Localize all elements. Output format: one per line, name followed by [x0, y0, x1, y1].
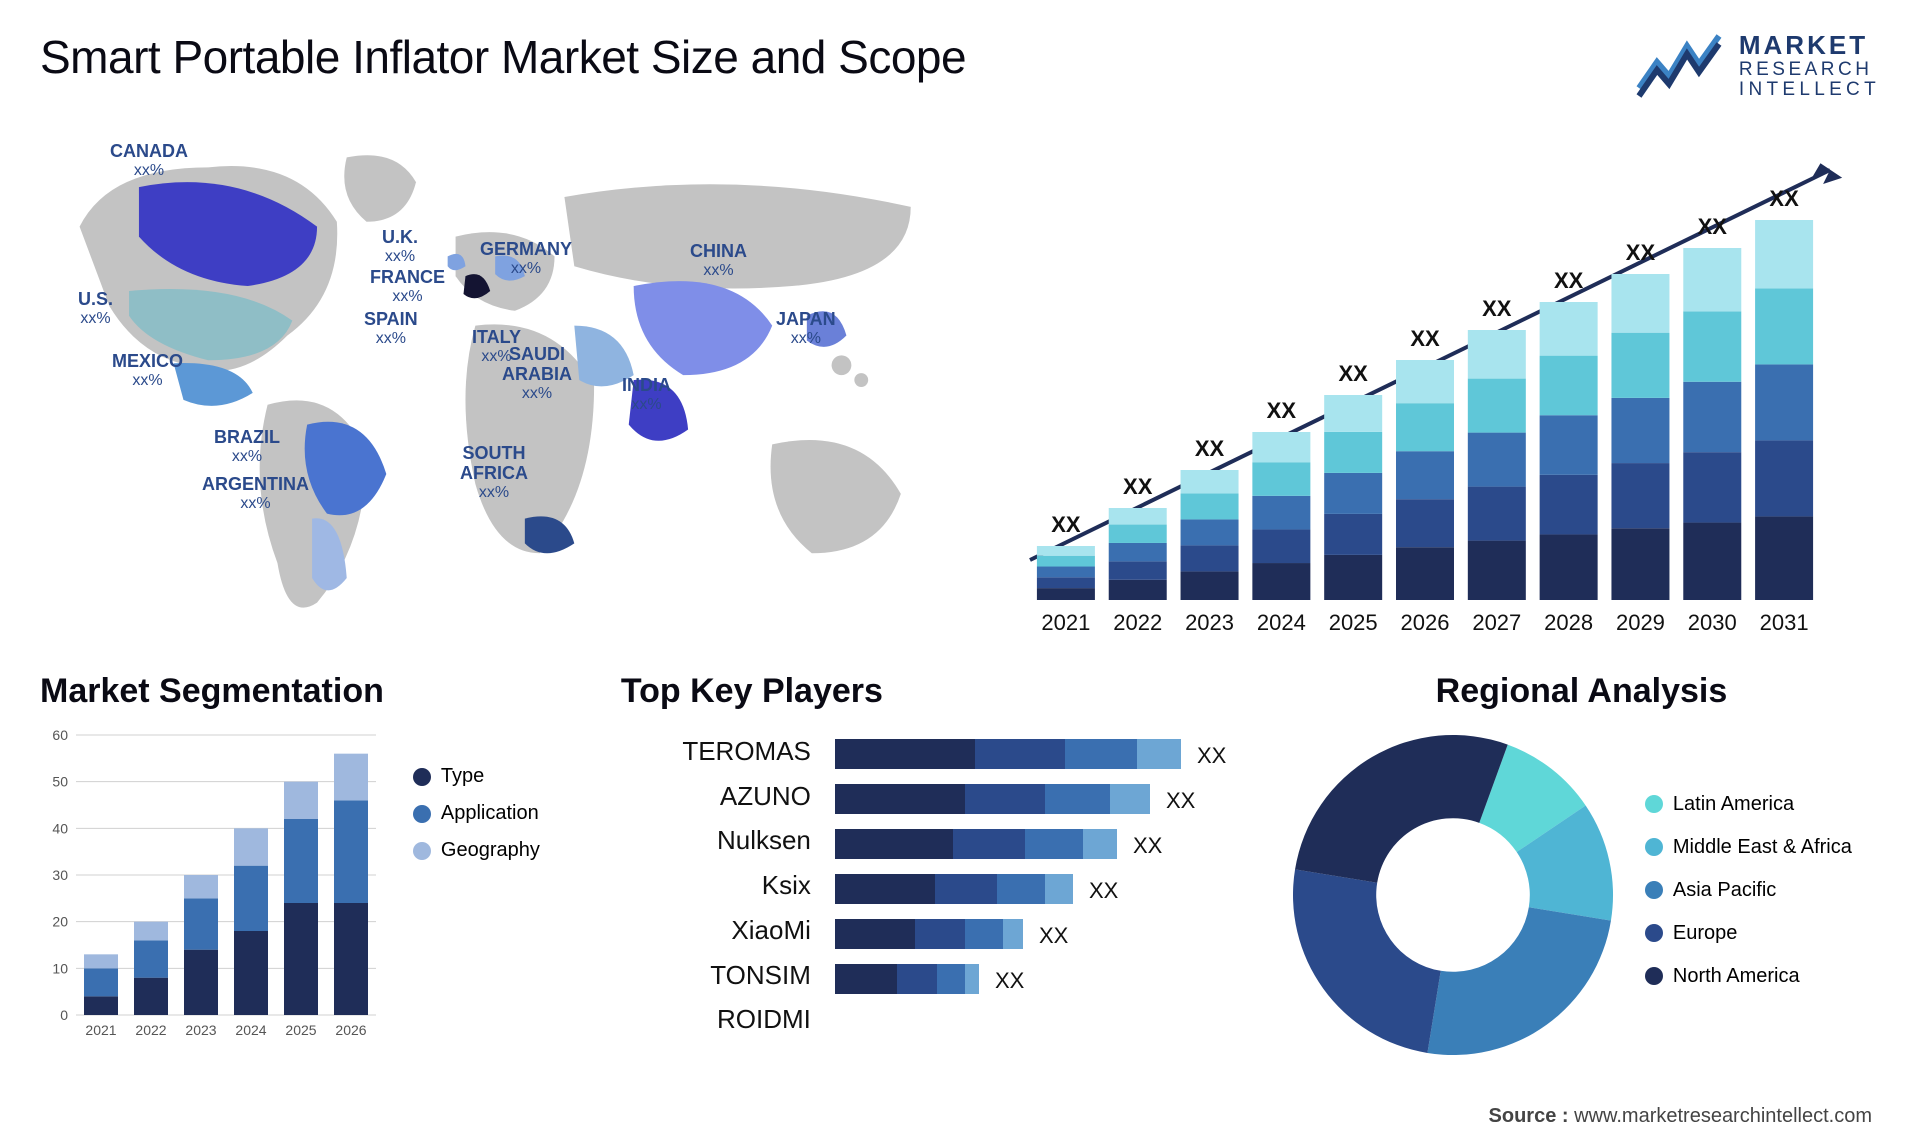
svg-text:30: 30 — [52, 867, 68, 883]
segmentation-title: Market Segmentation — [40, 672, 593, 711]
svg-text:2023: 2023 — [185, 1022, 216, 1038]
key-players-section: Top Key Players TEROMASAZUNONulksenKsixX… — [621, 672, 1255, 1072]
regional-legend-item: North America — [1645, 965, 1880, 988]
svg-text:40: 40 — [52, 820, 68, 836]
svg-text:20: 20 — [52, 914, 68, 930]
svg-text:2029: 2029 — [1616, 610, 1665, 635]
svg-text:XX: XX — [1482, 296, 1512, 321]
svg-text:XX: XX — [1197, 743, 1227, 768]
map-label-germany: GERMANYxx% — [480, 240, 572, 277]
map-label-india: INDIAxx% — [622, 376, 671, 413]
logo-text-1: MARKET — [1739, 32, 1880, 59]
player-name: Ksix — [621, 863, 811, 908]
map-label-south-africa: SOUTHAFRICAxx% — [460, 444, 528, 501]
svg-text:10: 10 — [52, 960, 68, 976]
segmentation-legend-item: Application — [413, 802, 593, 825]
svg-text:2026: 2026 — [1401, 610, 1450, 635]
regional-legend: Latin America Middle East & Africa Asia Pa… — [1645, 783, 1880, 1008]
svg-text:XX: XX — [1267, 398, 1297, 423]
svg-text:XX: XX — [1133, 833, 1163, 858]
svg-text:XX: XX — [1123, 474, 1153, 499]
svg-text:2022: 2022 — [135, 1022, 166, 1038]
svg-text:XX: XX — [1410, 326, 1440, 351]
map-label-brazil: BRAZILxx% — [214, 428, 280, 465]
svg-text:2024: 2024 — [235, 1022, 266, 1038]
logo-icon — [1635, 30, 1725, 102]
svg-text:0: 0 — [60, 1007, 68, 1023]
regional-donut-chart — [1283, 725, 1623, 1065]
map-label-mexico: MEXICOxx% — [112, 352, 183, 389]
key-players-list: TEROMASAZUNONulksenKsixXiaoMiTONSIMROIDM… — [621, 725, 811, 1058]
svg-text:XX: XX — [995, 968, 1025, 993]
growth-chart-panel: XX 2021 XX 2022 XX 2023 XX 2024 XX 2025 XX 2026 XX 20… — [1000, 120, 1880, 650]
logo-text-3: INTELLECT — [1739, 80, 1880, 100]
map-label-u-s-: U.S.xx% — [78, 290, 113, 327]
svg-text:2025: 2025 — [1329, 610, 1378, 635]
regional-title: Regional Analysis — [1283, 672, 1880, 711]
svg-text:2024: 2024 — [1257, 610, 1306, 635]
svg-text:2022: 2022 — [1113, 610, 1162, 635]
svg-text:50: 50 — [52, 774, 68, 790]
logo-text-2: RESEARCH — [1739, 60, 1880, 80]
regional-legend-item: Latin America — [1645, 793, 1880, 816]
source-attribution: Source : www.marketresearchintellect.com — [1489, 1105, 1872, 1128]
map-label-spain: SPAINxx% — [364, 310, 418, 347]
svg-text:XX: XX — [1769, 186, 1799, 211]
svg-text:2026: 2026 — [335, 1022, 366, 1038]
svg-text:60: 60 — [52, 727, 68, 743]
page-title: Smart Portable Inflator Market Size and … — [40, 30, 966, 84]
svg-text:XX: XX — [1039, 923, 1069, 948]
segmentation-legend-item: Geography — [413, 839, 593, 862]
player-name: AZUNO — [621, 774, 811, 819]
regional-legend-item: Europe — [1645, 922, 1880, 945]
map-label-u-k-: U.K.xx% — [382, 228, 418, 265]
svg-text:XX: XX — [1626, 240, 1656, 265]
map-label-saudi-arabia: SAUDIARABIAxx% — [502, 345, 572, 402]
svg-text:2028: 2028 — [1544, 610, 1593, 635]
map-label-canada: CANADAxx% — [110, 142, 188, 179]
player-name: ROIDMI — [621, 997, 811, 1042]
regional-section: Regional Analysis Latin America Middle Ea… — [1283, 672, 1880, 1072]
growth-bar-chart: XX 2021 XX 2022 XX 2023 XX 2024 XX 2025 XX 2026 XX 20… — [1000, 130, 1880, 650]
segmentation-section: Market Segmentation 0 10 20 30 40 50 60 2021 202… — [40, 672, 593, 1072]
svg-text:XX: XX — [1166, 788, 1196, 813]
svg-text:XX: XX — [1051, 512, 1081, 537]
segmentation-legend-item: Type — [413, 765, 593, 788]
svg-text:2021: 2021 — [1041, 610, 1090, 635]
key-players-bar-chart: XXXXXXXXXXXX — [835, 733, 1255, 1053]
svg-text:2027: 2027 — [1472, 610, 1521, 635]
map-label-china: CHINAxx% — [690, 242, 747, 279]
svg-text:XX: XX — [1195, 436, 1225, 461]
regional-legend-item: Middle East & Africa — [1645, 836, 1880, 859]
svg-text:2023: 2023 — [1185, 610, 1234, 635]
svg-text:2021: 2021 — [85, 1022, 116, 1038]
svg-text:XX: XX — [1339, 361, 1369, 386]
svg-text:2025: 2025 — [285, 1022, 316, 1038]
brand-logo: MARKET RESEARCH INTELLECT — [1635, 30, 1880, 102]
svg-text:XX: XX — [1554, 268, 1584, 293]
svg-text:XX: XX — [1089, 878, 1119, 903]
player-name: Nulksen — [621, 818, 811, 863]
segmentation-bar-chart: 0 10 20 30 40 50 60 2021 2022 2023 2024 2025 2026 — [40, 725, 380, 1045]
key-players-title: Top Key Players — [621, 672, 1255, 711]
map-label-argentina: ARGENTINAxx% — [202, 475, 309, 512]
svg-text:2030: 2030 — [1688, 610, 1737, 635]
svg-text:2031: 2031 — [1760, 610, 1809, 635]
segmentation-legend: Type Application Geography — [413, 725, 593, 1055]
player-name: TEROMAS — [621, 729, 811, 774]
player-name: TONSIM — [621, 953, 811, 998]
world-map-panel: CANADAxx% U.S.xx% MEXICOxx% BRAZILxx% ARGENT… — [40, 120, 980, 650]
map-label-france: FRANCExx% — [370, 268, 445, 305]
svg-text:XX: XX — [1698, 214, 1728, 239]
regional-legend-item: Asia Pacific — [1645, 879, 1880, 902]
player-name: XiaoMi — [621, 908, 811, 953]
map-label-japan: JAPANxx% — [776, 310, 836, 347]
